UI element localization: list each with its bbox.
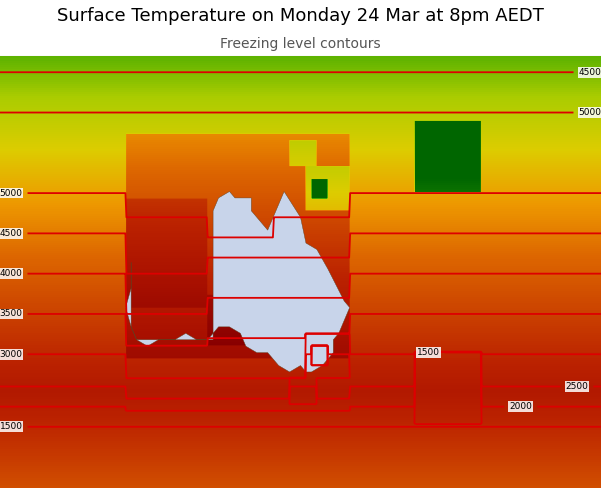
Text: 1500: 1500 <box>417 348 440 357</box>
Text: 4500: 4500 <box>579 68 601 77</box>
Text: 5000: 5000 <box>0 188 22 198</box>
Text: 4500: 4500 <box>0 229 22 238</box>
Text: 3500: 3500 <box>0 309 22 319</box>
Text: 3000: 3000 <box>0 350 22 359</box>
Text: 2000: 2000 <box>509 402 532 411</box>
Polygon shape <box>126 191 350 372</box>
Text: 1500: 1500 <box>0 422 22 431</box>
Text: 5000: 5000 <box>579 108 601 117</box>
Text: Surface Temperature on Monday 24 Mar at 8pm AEDT: Surface Temperature on Monday 24 Mar at … <box>57 7 544 25</box>
Text: Freezing level contours: Freezing level contours <box>220 37 381 51</box>
Text: 4000: 4000 <box>0 269 22 278</box>
Text: 2500: 2500 <box>566 382 588 391</box>
